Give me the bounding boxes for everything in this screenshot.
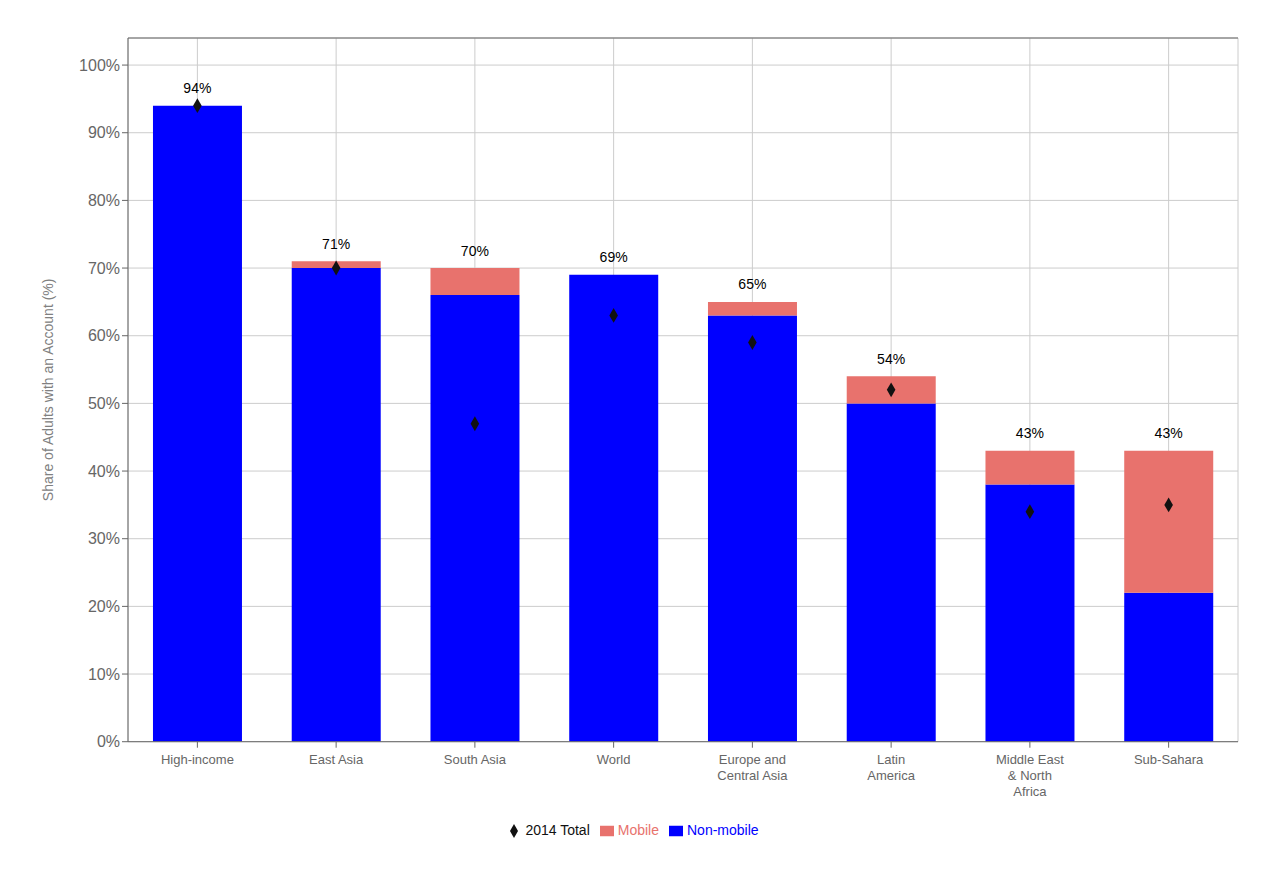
svg-text:70%: 70% <box>88 260 120 277</box>
svg-text:Europe andCentral Asia: Europe andCentral Asia <box>717 752 788 783</box>
svg-text:World: World <box>597 752 631 767</box>
svg-text:Share of Adults with an Accoun: Share of Adults with an Account (%) <box>40 279 56 502</box>
svg-text:60%: 60% <box>88 327 120 344</box>
svg-text:80%: 80% <box>88 192 120 209</box>
svg-text:LatinAmerica: LatinAmerica <box>867 752 915 783</box>
svg-text:65%: 65% <box>738 276 766 292</box>
svg-text:70%: 70% <box>461 243 489 259</box>
svg-text:10%: 10% <box>88 666 120 683</box>
svg-text:Middle East& NorthAfrica: Middle East& NorthAfrica <box>996 752 1064 799</box>
svg-text:100%: 100% <box>79 57 120 74</box>
svg-text:71%: 71% <box>322 236 350 252</box>
html-text:2014 Total: 2014 Total <box>525 821 590 838</box>
svg-text:94%: 94% <box>183 80 211 96</box>
svg-text:50%: 50% <box>88 395 120 412</box>
svg-text:43%: 43% <box>1016 425 1044 441</box>
svg-text:20%: 20% <box>88 598 120 615</box>
svg-text:High-income: High-income <box>161 752 234 767</box>
svg-text:54%: 54% <box>877 351 905 367</box>
svg-text:South Asia: South Asia <box>444 752 507 767</box>
svg-text:90%: 90% <box>88 124 120 141</box>
svg-text:40%: 40% <box>88 463 120 480</box>
svg-text:East Asia: East Asia <box>309 752 364 767</box>
svg-text:69%: 69% <box>600 249 628 265</box>
svg-text:43%: 43% <box>1155 425 1183 441</box>
svg-text:0%: 0% <box>97 733 120 750</box>
svg-text:30%: 30% <box>88 530 120 547</box>
html-text:Mobile: Mobile <box>617 821 659 838</box>
svg-text:Sub-Sahara: Sub-Sahara <box>1134 752 1204 767</box>
html-text:Non-mobile: Non-mobile <box>687 821 759 838</box>
